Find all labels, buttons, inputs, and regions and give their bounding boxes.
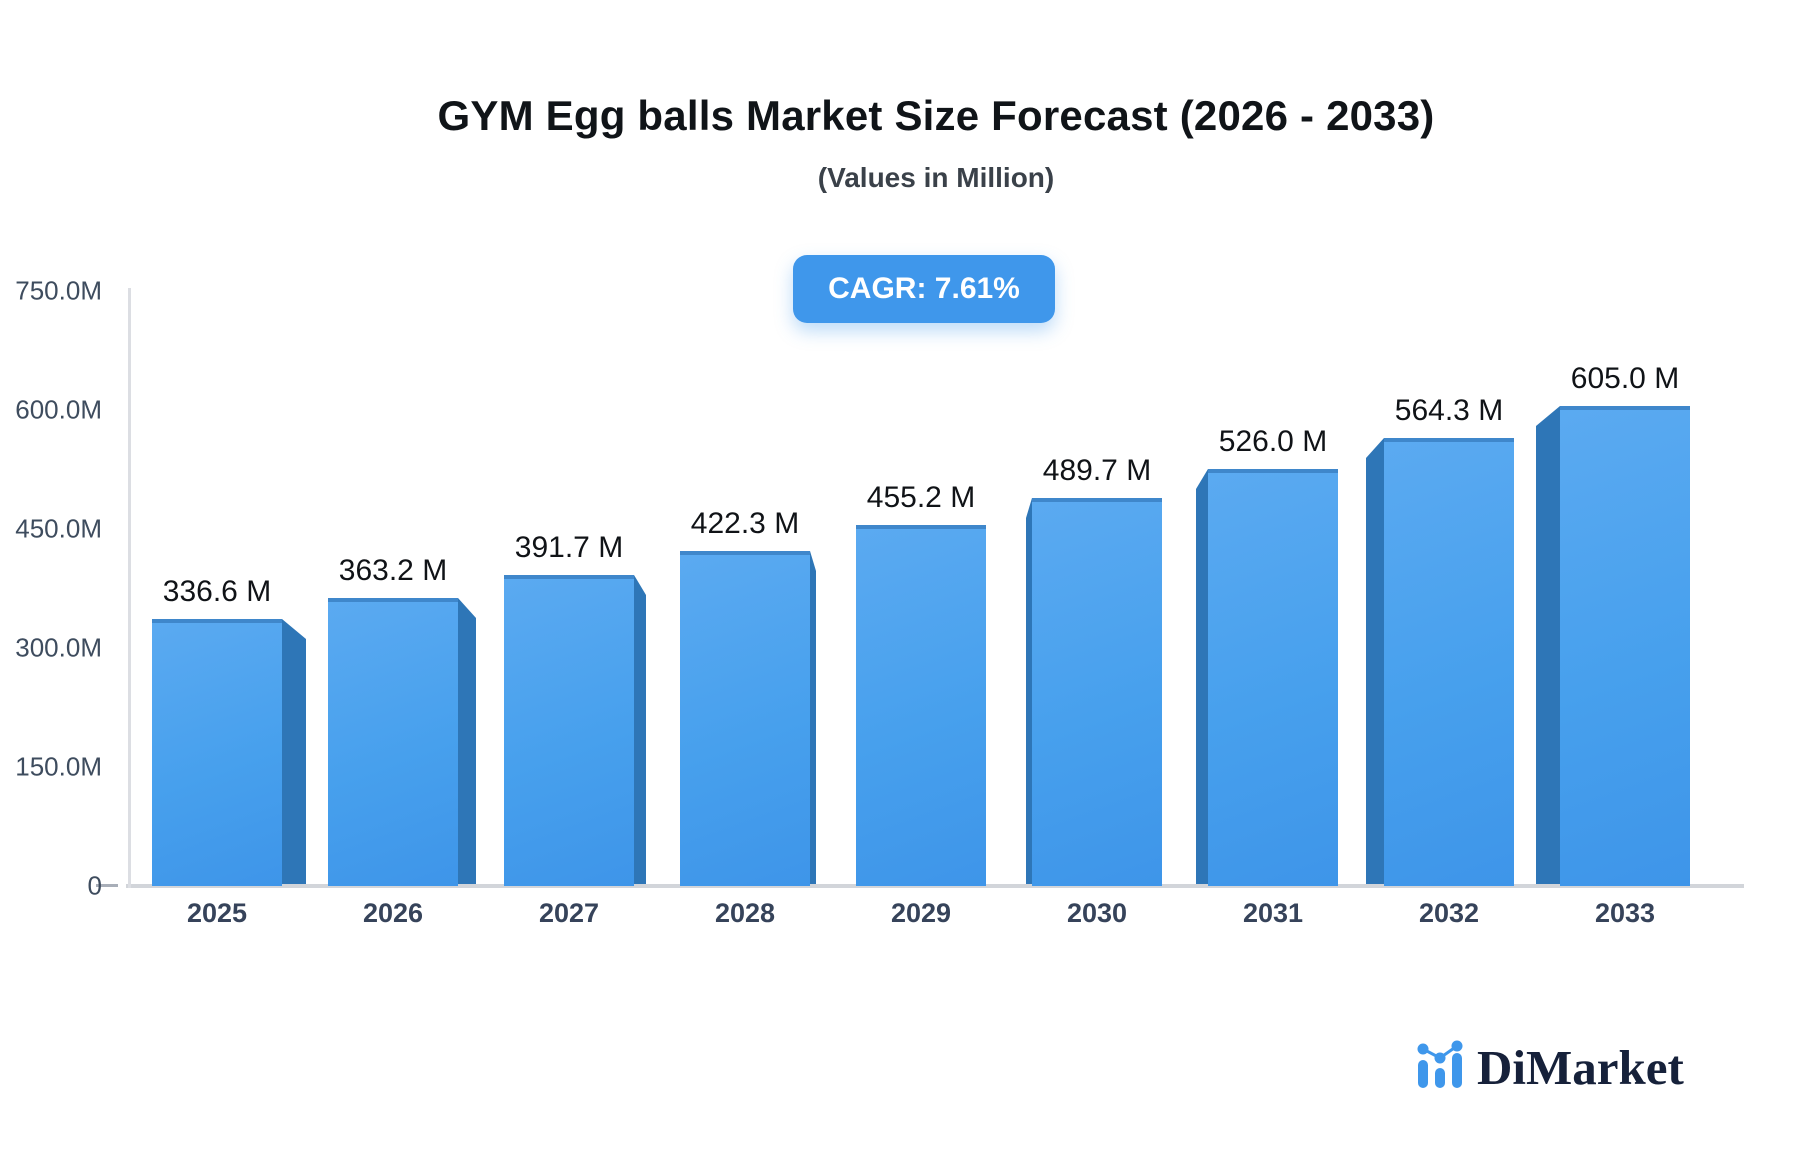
dimarket-logo: DiMarket (1416, 1039, 1684, 1095)
x-tick-2033: 2033 (1594, 898, 1656, 928)
bar-value-label-2030: 489.7 M (1042, 454, 1152, 487)
y-tick-750.0M: 750.0M (15, 275, 102, 306)
bar-2026[interactable] (328, 598, 458, 886)
bar-side-face-2027 (634, 575, 646, 884)
bar-value-label-2029: 455.2 M (866, 481, 976, 514)
bar-2025[interactable] (152, 619, 282, 886)
y-tick-600.0M: 600.0M (15, 394, 102, 425)
bar-2033[interactable] (1560, 406, 1690, 886)
bar-chart-with-trend-dots-icon (1417, 1040, 1463, 1088)
bar-side-face-2030 (1026, 498, 1032, 884)
cagr-badge: CAGR: 7.61% (793, 255, 1055, 323)
chart-subtitle: (Values in Million) (817, 162, 1055, 193)
bar-side-face-2032 (1366, 438, 1384, 884)
bar-2032[interactable] (1384, 438, 1514, 886)
y-tick-450.0M: 450.0M (15, 513, 102, 544)
bar-side-face-2028 (810, 551, 816, 884)
bar-value-label-2028: 422.3 M (690, 507, 800, 540)
bar-value-label-2031: 526.0 M (1218, 425, 1328, 458)
y-tick-0: 0 (87, 870, 102, 901)
x-tick-2031: 2031 (1242, 898, 1304, 928)
bar-2028[interactable] (680, 551, 810, 886)
x-tick-2028: 2028 (714, 898, 776, 928)
bar-value-label-2026: 363.2 M (338, 554, 448, 587)
x-tick-2026: 2026 (362, 898, 424, 928)
bar-2027[interactable] (504, 575, 634, 886)
y-tick-150.0M: 150.0M (15, 751, 102, 782)
x-tick-2029: 2029 (890, 898, 952, 928)
y-tick-300.0M: 300.0M (15, 632, 102, 663)
y-axis-line (128, 288, 131, 888)
x-tick-2027: 2027 (538, 898, 600, 928)
bar-side-face-2033 (1536, 406, 1560, 884)
x-tick-2025: 2025 (186, 898, 248, 928)
bar-side-face-2026 (458, 598, 476, 884)
y-axis-zero-tick (96, 884, 118, 887)
x-tick-2030: 2030 (1066, 898, 1128, 928)
bar-2029[interactable] (856, 525, 986, 886)
bar-value-label-2032: 564.3 M (1394, 394, 1504, 427)
logo-text: DiMarket (1477, 1039, 1684, 1095)
bar-side-face-2025 (282, 619, 306, 884)
bar-value-label-2025: 336.6 M (162, 575, 272, 608)
x-axis-baseline (126, 884, 1744, 888)
bar-value-label-2033: 605.0 M (1570, 362, 1680, 395)
bar-side-face-2031 (1196, 469, 1208, 884)
bar-value-label-2027: 391.7 M (514, 531, 624, 564)
bar-2031[interactable] (1208, 469, 1338, 886)
bar-2030[interactable] (1032, 498, 1162, 886)
chart-title: GYM Egg balls Market Size Forecast (2026… (437, 92, 1435, 139)
x-tick-2032: 2032 (1418, 898, 1480, 928)
